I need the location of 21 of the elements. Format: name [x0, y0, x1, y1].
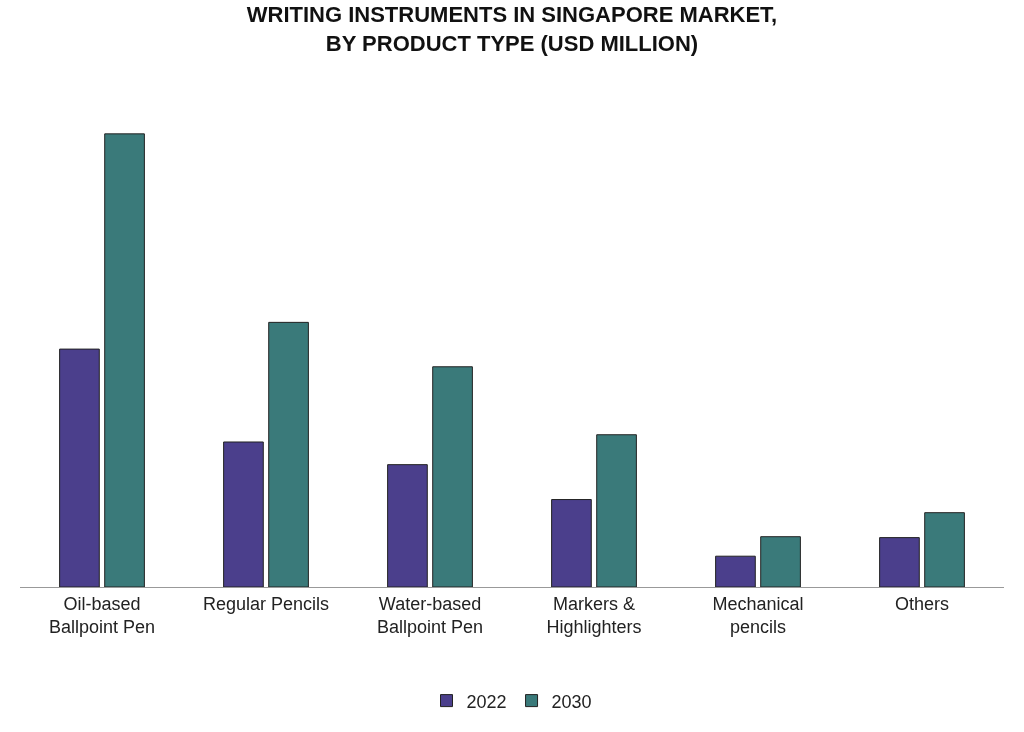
bar [268, 321, 309, 587]
bar [387, 464, 428, 587]
bar [879, 537, 920, 587]
bar [104, 133, 145, 587]
chart-title: WRITING INSTRUMENTS IN SINGAPORE MARKET, BY PRODUCT TYPE (USD MILLION) [246, 1, 778, 56]
x-tick-label: Water-based Ballpoint Pen [376, 593, 484, 637]
bar [551, 499, 592, 587]
x-tick-label: Mechanical pencils [712, 593, 804, 637]
x-tick-label: Regular Pencils [202, 593, 330, 614]
bar [760, 536, 801, 587]
x-tick-label: Others [894, 593, 950, 614]
bar [715, 555, 756, 587]
bar [432, 366, 473, 587]
bar [223, 441, 264, 587]
x-tick-label: Markers & Highlighters [546, 593, 642, 637]
legend-label: 2022 [466, 691, 507, 712]
bar [596, 434, 637, 587]
x-tick-label: Oil-based Ballpoint Pen [48, 593, 156, 637]
bar [59, 348, 100, 587]
legend-label: 2030 [551, 691, 592, 712]
bar [924, 512, 965, 587]
